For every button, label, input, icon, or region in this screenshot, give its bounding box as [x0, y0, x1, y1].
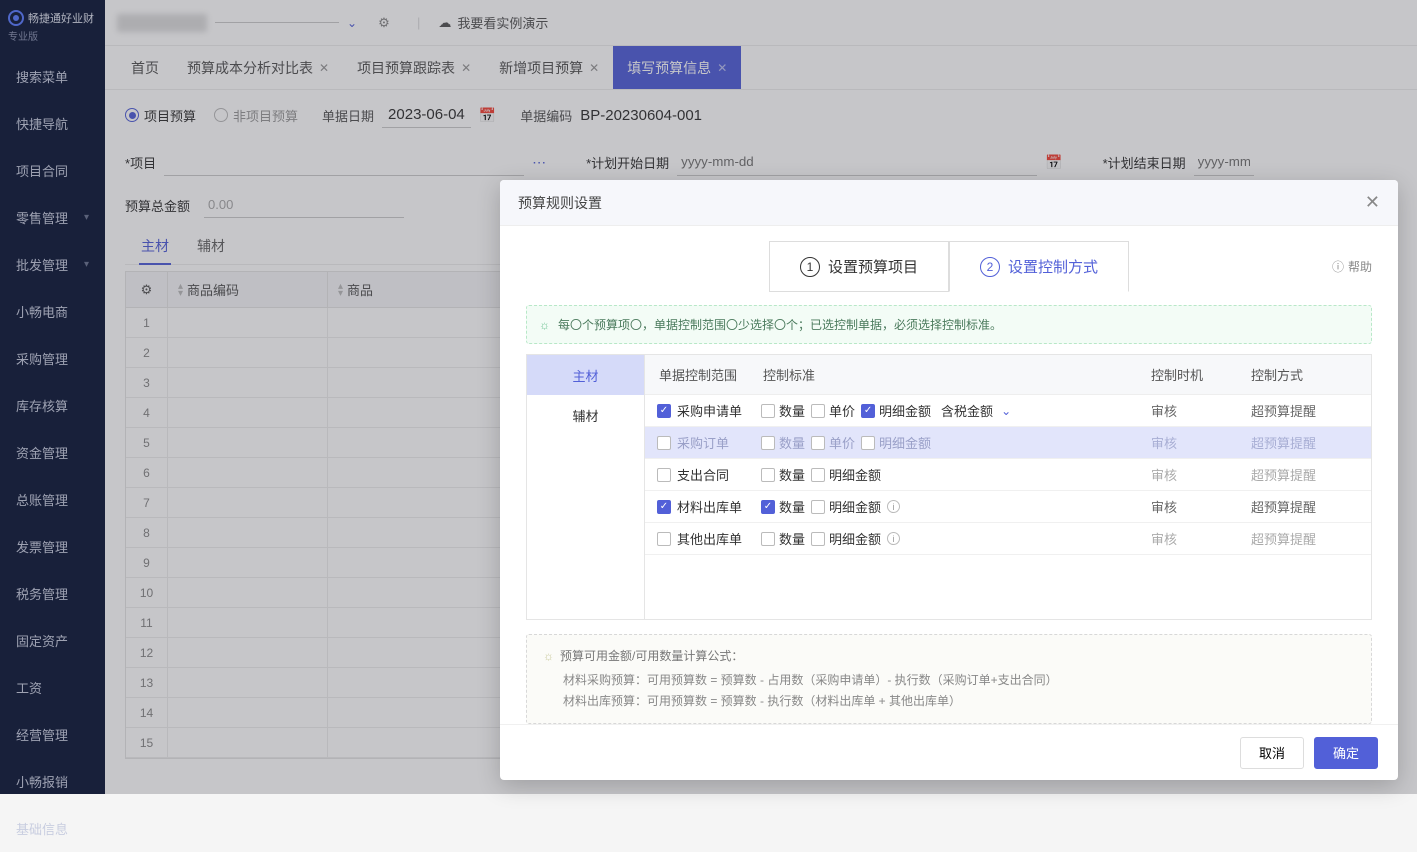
checkbox[interactable]: [657, 532, 671, 546]
checkbox[interactable]: [761, 436, 775, 450]
control-row-2: 支出合同数量明细金额审核超预算提醒: [645, 459, 1371, 491]
budget-rule-modal: 预算规则设置 ✕ 1 设置预算项目 2 设置控制方式 ⓘ 帮助 ☼ 每〇个预算项…: [500, 180, 1398, 780]
control-side-nav: 主材 辅材: [527, 355, 645, 619]
checkbox[interactable]: [657, 468, 671, 482]
checkbox[interactable]: [761, 500, 775, 514]
col-std: 控制标准: [755, 365, 1151, 384]
checkbox[interactable]: [861, 436, 875, 450]
formula-line-2: 材料出库预算：可用预算数 = 预算数 - 执行数（材料出库单 + 其他出库单）: [563, 691, 1355, 711]
modal-title: 预算规则设置: [518, 193, 602, 213]
control-row-1: 采购订单数量单价明细金额审核超预算提醒: [645, 427, 1371, 459]
help-icon: ⓘ: [1332, 258, 1344, 275]
info-icon[interactable]: i: [887, 500, 900, 513]
checkbox[interactable]: [811, 404, 825, 418]
checkbox[interactable]: [811, 500, 825, 514]
checkbox[interactable]: [861, 404, 875, 418]
col-timing: 控制时机: [1151, 365, 1251, 384]
checkbox[interactable]: [657, 436, 671, 450]
help-link[interactable]: ⓘ 帮助: [1332, 258, 1372, 275]
banner-text: 每〇个预算项〇，单据控制范围〇少选择〇个；已选控制单据，必须选择控制标准。: [558, 316, 1002, 333]
bulb-icon: ☼: [539, 318, 550, 332]
checkbox[interactable]: [657, 500, 671, 514]
wizard-step-1[interactable]: 1 设置预算项目: [769, 241, 949, 292]
col-mode: 控制方式: [1251, 365, 1371, 384]
checkbox[interactable]: [811, 532, 825, 546]
wizard-step-1-label: 设置预算项目: [828, 256, 918, 277]
checkbox[interactable]: [761, 468, 775, 482]
checkbox[interactable]: [761, 404, 775, 418]
wizard-step-2-label: 设置控制方式: [1008, 256, 1098, 277]
cancel-button[interactable]: 取消: [1240, 737, 1304, 769]
bulb-icon: ☼: [543, 649, 554, 663]
col-doc-scope: 单据控制范围: [645, 365, 755, 384]
chevron-down-icon[interactable]: ⌄: [1001, 404, 1011, 418]
formula-line-1: 材料采购预算：可用预算数 = 预算数 - 占用数（采购申请单）- 执行数（采购订…: [563, 670, 1355, 690]
side-main-material[interactable]: 主材: [527, 355, 644, 395]
side-aux-material[interactable]: 辅材: [527, 395, 644, 435]
sidebar-item-16[interactable]: 基础信息: [0, 805, 105, 852]
info-icon[interactable]: i: [887, 532, 900, 545]
checkbox[interactable]: [811, 468, 825, 482]
wizard-step-2[interactable]: 2 设置控制方式: [949, 241, 1129, 292]
close-icon[interactable]: ✕: [1365, 192, 1380, 213]
checkbox[interactable]: [811, 436, 825, 450]
control-row-3: 材料出库单数量明细金额i审核超预算提醒: [645, 491, 1371, 523]
control-row-4: 其他出库单数量明细金额i审核超预算提醒: [645, 523, 1371, 555]
checkbox[interactable]: [761, 532, 775, 546]
formula-title: 预算可用金额/可用数量计算公式：: [560, 647, 743, 664]
formula-box: ☼ 预算可用金额/可用数量计算公式： 材料采购预算：可用预算数 = 预算数 - …: [526, 634, 1372, 724]
control-row-0: 采购申请单数量单价明细金额含税金额⌄审核超预算提醒: [645, 395, 1371, 427]
ok-button[interactable]: 确定: [1314, 737, 1378, 769]
checkbox[interactable]: [657, 404, 671, 418]
info-banner: ☼ 每〇个预算项〇，单据控制范围〇少选择〇个；已选控制单据，必须选择控制标准。: [526, 305, 1372, 344]
